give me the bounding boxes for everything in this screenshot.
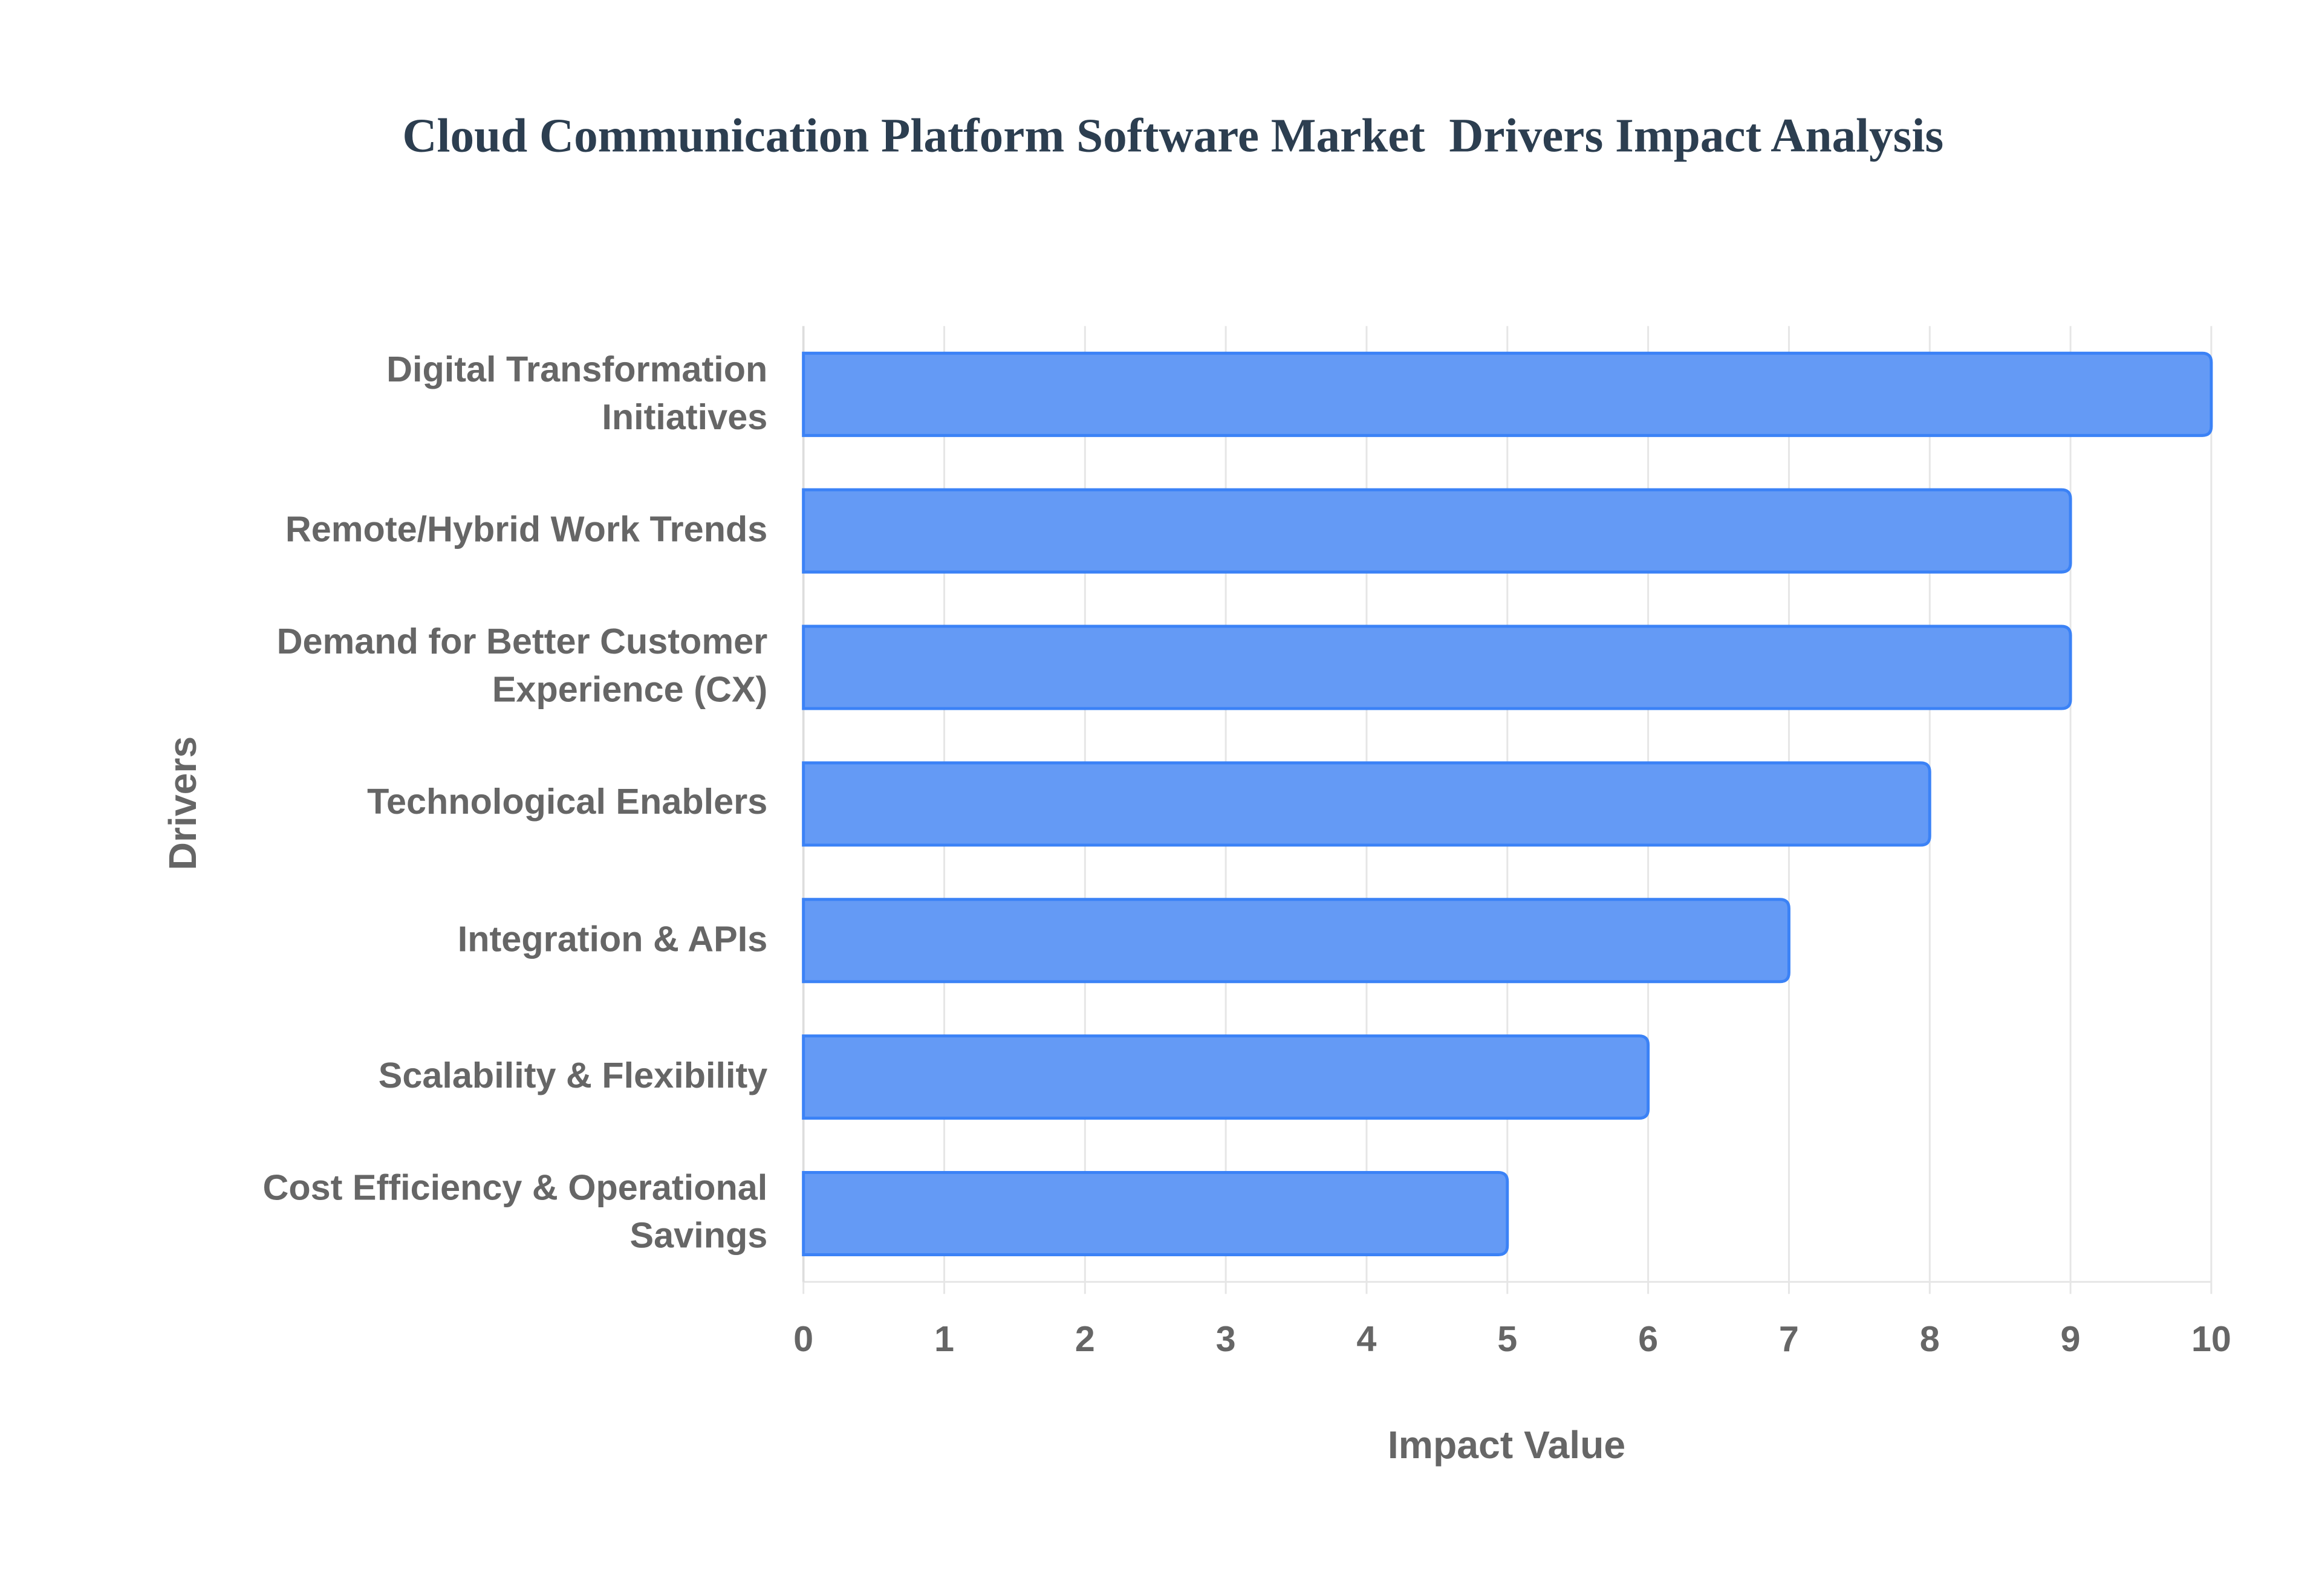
y-tick-label: Remote/Hybrid Work Trends bbox=[285, 510, 768, 551]
bar bbox=[802, 761, 1931, 847]
y-tick-label-box: Cost Efficiency & Operational Savings bbox=[262, 1169, 768, 1257]
bar bbox=[802, 1170, 1509, 1256]
y-tick-label: Digital Transformation Initiatives bbox=[386, 349, 768, 438]
x-tick-label: 3 bbox=[1216, 1319, 1236, 1359]
y-tick-label: Scalability & Flexibility bbox=[378, 1056, 768, 1097]
y-tick-label: Cost Efficiency & Operational Savings bbox=[262, 1169, 768, 1257]
x-tick-label: 10 bbox=[2191, 1319, 2231, 1359]
y-tick-label-box: Digital Transformation Initiatives bbox=[386, 349, 768, 438]
x-tick-label: 2 bbox=[1075, 1319, 1095, 1359]
y-tick-label: Integration & APIs bbox=[457, 920, 768, 960]
bar bbox=[802, 624, 2072, 710]
chart-title: Cloud Communication Platform Software Ma… bbox=[402, 109, 1943, 163]
x-tick-label: 8 bbox=[1920, 1319, 1940, 1359]
y-tick-label-box: Remote/Hybrid Work Trends bbox=[285, 510, 768, 551]
x-tick-label: 0 bbox=[793, 1319, 813, 1359]
y-tick-label: Demand for Better Customer Experience (C… bbox=[276, 622, 768, 711]
y-axis-title: Drivers bbox=[161, 736, 204, 871]
y-tick-label: Technological Enablers bbox=[367, 783, 768, 824]
x-tick-label: 4 bbox=[1356, 1319, 1376, 1359]
x-tick-label: 6 bbox=[1638, 1319, 1658, 1359]
y-tick-label-box: Integration & APIs bbox=[457, 920, 768, 960]
y-tick-label-box: Scalability & Flexibility bbox=[378, 1056, 768, 1097]
x-tick-label: 9 bbox=[2061, 1319, 2081, 1359]
bar bbox=[802, 351, 2213, 437]
y-tick-label-box: Technological Enablers bbox=[367, 783, 768, 824]
x-tick-label: 7 bbox=[1779, 1319, 1799, 1359]
bar bbox=[802, 1034, 1650, 1120]
bar bbox=[802, 488, 2072, 574]
x-axis-title: Impact Value bbox=[1388, 1423, 1625, 1467]
x-tick-label: 5 bbox=[1497, 1319, 1517, 1359]
x-tick-label: 1 bbox=[934, 1319, 954, 1359]
y-tick-label-box: Demand for Better Customer Experience (C… bbox=[276, 622, 768, 711]
bar bbox=[802, 898, 1790, 984]
